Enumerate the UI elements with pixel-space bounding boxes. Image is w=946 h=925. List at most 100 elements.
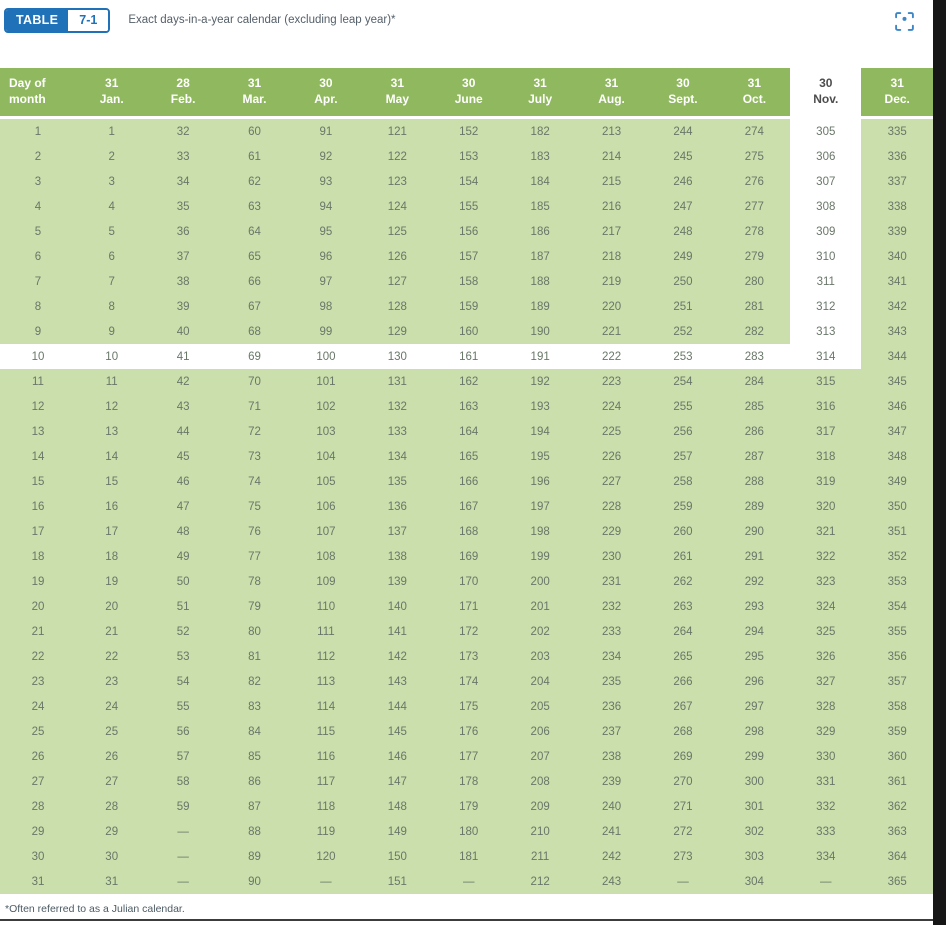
day-number-cell: 127: [361, 269, 434, 294]
day-number-cell: 288: [718, 469, 791, 494]
day-number-cell: 257: [647, 444, 719, 469]
day-number-cell: 322: [790, 544, 862, 569]
day-number-cell: 198: [504, 519, 576, 544]
day-number-cell: 297: [718, 694, 791, 719]
day-number-cell: 217: [575, 219, 648, 244]
day-number-cell: 204: [504, 669, 576, 694]
day-number-cell: 155: [433, 194, 505, 219]
day-number-cell: 362: [861, 794, 933, 819]
day-of-month-cell: 13: [0, 419, 76, 444]
table-row: 14 14 45 73 104 134 165 195 226 257 287 318 348: [0, 444, 933, 469]
day-number-cell: 274: [718, 117, 791, 144]
table-row: 20 20 51 79 110 140 171 201 232 263 293 324 354: [0, 594, 933, 619]
day-number-cell: 110: [290, 594, 362, 619]
days-in-year-table: Day of month 31 Jan. 28 Feb. 31 Mar. 30 Apr. 31 May…: [0, 68, 933, 894]
day-of-month-cell: 17: [0, 519, 76, 544]
day-number-cell: 237: [575, 719, 648, 744]
day-number-cell: 45: [147, 444, 219, 469]
day-number-cell: 360: [861, 744, 933, 769]
day-number-cell: 264: [647, 619, 719, 644]
day-number-cell: 316: [790, 394, 862, 419]
day-number-cell: —: [147, 819, 219, 844]
day-number-cell: 228: [575, 494, 648, 519]
day-number-cell: 341: [861, 269, 933, 294]
day-number-cell: 214: [575, 144, 648, 169]
day-number-cell: 7: [76, 269, 148, 294]
day-of-month-cell: 14: [0, 444, 76, 469]
table-row: 24 24 55 83 114 144 175 205 236 267 297 328 358: [0, 694, 933, 719]
day-number-cell: 232: [575, 594, 648, 619]
table-row: 19 19 50 78 109 139 170 200 231 262 292 323 353: [0, 569, 933, 594]
day-number-cell: 182: [504, 117, 576, 144]
day-number-cell: 271: [647, 794, 719, 819]
day-number-cell: 79: [218, 594, 291, 619]
day-number-cell: 46: [147, 469, 219, 494]
day-number-cell: 174: [433, 669, 505, 694]
day-number-cell: 176: [433, 719, 505, 744]
day-number-cell: 105: [290, 469, 362, 494]
day-number-cell: 347: [861, 419, 933, 444]
day-of-month-cell: 21: [0, 619, 76, 644]
day-number-cell: 343: [861, 319, 933, 344]
day-number-cell: 196: [504, 469, 576, 494]
day-number-cell: 344: [861, 344, 933, 369]
day-number-cell: 96: [290, 244, 362, 269]
day-number-cell: 100: [290, 344, 362, 369]
day-number-cell: 220: [575, 294, 648, 319]
day-of-month-cell: 1: [0, 117, 76, 144]
day-number-cell: 348: [861, 444, 933, 469]
day-number-cell: 230: [575, 544, 648, 569]
day-number-cell: 280: [718, 269, 791, 294]
table-row: 1 1 32 60 91 121 152 182 213 244 274 305 335: [0, 117, 933, 144]
day-number-cell: 159: [433, 294, 505, 319]
day-number-cell: 49: [147, 544, 219, 569]
day-number-cell: 203: [504, 644, 576, 669]
day-number-cell: 88: [218, 819, 291, 844]
day-number-cell: 191: [504, 344, 576, 369]
day-number-cell: 147: [361, 769, 434, 794]
day-number-cell: 258: [647, 469, 719, 494]
day-number-cell: 161: [433, 344, 505, 369]
day-number-cell: 334: [790, 844, 862, 869]
day-number-cell: 35: [147, 194, 219, 219]
screenshot-region-icon[interactable]: [894, 11, 915, 32]
day-number-cell: 361: [861, 769, 933, 794]
day-number-cell: 82: [218, 669, 291, 694]
day-number-cell: 318: [790, 444, 862, 469]
day-number-cell: 118: [290, 794, 362, 819]
day-number-cell: 260: [647, 519, 719, 544]
day-number-cell: 208: [504, 769, 576, 794]
day-number-cell: 262: [647, 569, 719, 594]
table-row: 16 16 47 75 106 136 167 197 228 259 289 320 350: [0, 494, 933, 519]
day-number-cell: 353: [861, 569, 933, 594]
day-number-cell: 346: [861, 394, 933, 419]
day-number-cell: 140: [361, 594, 434, 619]
day-number-cell: 352: [861, 544, 933, 569]
day-number-cell: 268: [647, 719, 719, 744]
day-number-cell: 195: [504, 444, 576, 469]
month-header-sept: 30 Sept.: [647, 68, 719, 119]
day-of-month-cell: 19: [0, 569, 76, 594]
day-number-cell: 120: [290, 844, 362, 869]
table-row: 23 23 54 82 113 143 174 204 235 266 296 327 357: [0, 669, 933, 694]
day-number-cell: 284: [718, 369, 791, 394]
day-number-cell: 359: [861, 719, 933, 744]
day-number-cell: 13: [76, 419, 148, 444]
day-number-cell: 351: [861, 519, 933, 544]
day-number-cell: 335: [861, 117, 933, 144]
day-of-month-cell: 7: [0, 269, 76, 294]
day-number-cell: 167: [433, 494, 505, 519]
day-number-cell: 22: [76, 644, 148, 669]
day-number-cell: 205: [504, 694, 576, 719]
day-number-cell: 210: [504, 819, 576, 844]
day-number-cell: 317: [790, 419, 862, 444]
day-number-cell: 98: [290, 294, 362, 319]
day-number-cell: 92: [290, 144, 362, 169]
day-number-cell: 187: [504, 244, 576, 269]
day-number-cell: —: [433, 869, 505, 894]
day-number-cell: 113: [290, 669, 362, 694]
day-number-cell: 349: [861, 469, 933, 494]
day-number-cell: 132: [361, 394, 434, 419]
day-number-cell: 146: [361, 744, 434, 769]
table-row: 18 18 49 77 108 138 169 199 230 261 291 322 352: [0, 544, 933, 569]
